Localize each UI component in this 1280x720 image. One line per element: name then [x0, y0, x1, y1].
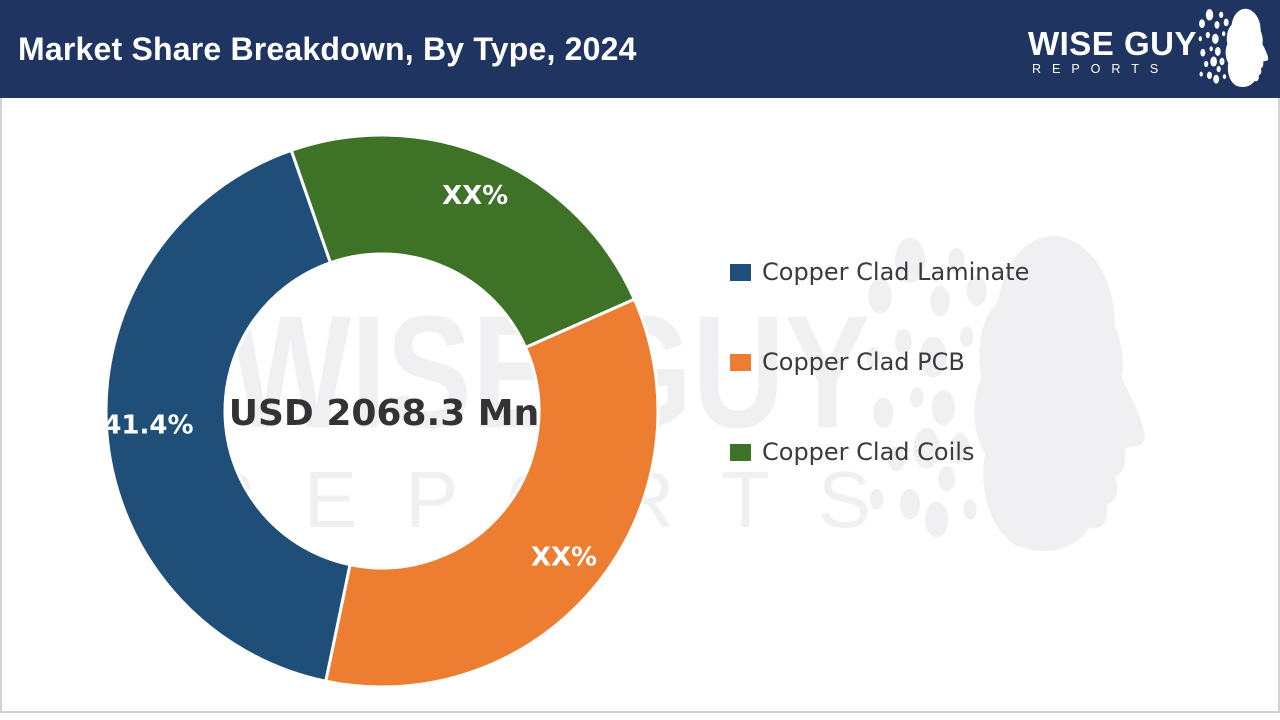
- legend-label: Copper Clad Coils: [762, 438, 975, 466]
- legend-swatch: [730, 443, 751, 461]
- logo-wordmark: WISE GUY: [1027, 25, 1197, 62]
- donut-slice-copper-clad-laminate: [104, 148, 352, 683]
- chart-area: WISE GUY REPORTS XX%XX%41.4% USD 2068.3 …: [0, 98, 1280, 713]
- legend-swatch: [730, 353, 751, 371]
- legend-item: Copper Clad Laminate: [730, 255, 1029, 289]
- legend-label: Copper Clad PCB: [762, 348, 965, 376]
- chart-legend: Copper Clad Laminate Copper Clad PCB Cop…: [730, 255, 1029, 525]
- legend-swatch: [730, 263, 751, 281]
- logo-face-icon: [1198, 8, 1269, 87]
- slice-label: XX%: [531, 543, 597, 573]
- wise-guy-logo: WISE GUY REPORTS: [1028, 6, 1272, 88]
- donut-slice-copper-clad-coils: [289, 133, 636, 349]
- legend-item: Copper Clad Coils: [730, 435, 1029, 469]
- slice-label: XX%: [442, 181, 508, 211]
- page-title: Market Share Breakdown, By Type, 2024: [18, 30, 637, 67]
- legend-label: Copper Clad Laminate: [762, 258, 1030, 286]
- chart-center-value: USD 2068.3 Mn: [228, 393, 540, 434]
- logo-subtitle: REPORTS: [1031, 62, 1170, 76]
- header-bar: Market Share Breakdown, By Type, 2024 WI…: [0, 0, 1280, 98]
- donut-slice-copper-clad-pcb: [324, 297, 660, 689]
- slice-label: 41.4%: [103, 411, 193, 441]
- legend-item: Copper Clad PCB: [730, 345, 1029, 379]
- donut-chart: XX% XX% 41.4%: [102, 131, 662, 691]
- logo-text: WISE GUY REPORTS: [1028, 27, 1197, 77]
